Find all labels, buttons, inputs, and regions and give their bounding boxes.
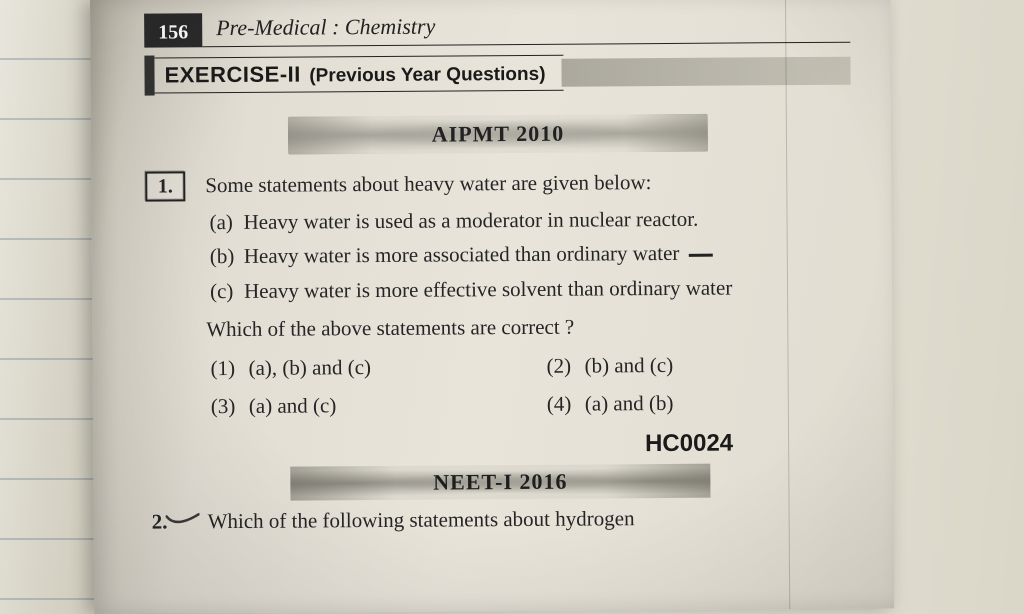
- option-text: (b) and (c): [584, 349, 673, 382]
- question-stem: Some statements about heavy water are gi…: [205, 165, 851, 202]
- textbook-page: 156 Pre-Medical : Chemistry EXERCISE-II …: [90, 0, 894, 614]
- banner-left-bar: [144, 56, 154, 96]
- question-number-box: 1.: [145, 171, 185, 201]
- option-label: (3): [211, 390, 249, 423]
- sub-label: (b): [210, 240, 244, 273]
- page-number-box: 156: [144, 13, 202, 47]
- banner-right-fill: [561, 57, 850, 87]
- option-1: (1) (a), (b) and (c): [210, 350, 516, 385]
- handwritten-strike-mark: [689, 253, 713, 256]
- question-code: HC0024: [147, 429, 853, 462]
- option-text: (a), (b) and (c): [248, 351, 371, 384]
- sub-a: (a) Heavy water is used as a moderator i…: [209, 201, 851, 238]
- year-banner-2: NEET-I 2016: [290, 464, 710, 501]
- sub-label: (a): [209, 205, 243, 238]
- sub-text: Heavy water is more effective solvent th…: [244, 271, 732, 307]
- question-1: 1. Some statements about heavy water are…: [145, 165, 853, 424]
- sub-c: (c) Heavy water is more effective solven…: [210, 270, 852, 307]
- exercise-subtitle: (Previous Year Questions): [309, 64, 545, 87]
- sub-text: Heavy water is used as a moderator in nu…: [243, 202, 698, 238]
- year-banner-1: AIPMT 2010: [288, 114, 708, 155]
- option-text: (a) and (b): [585, 387, 674, 420]
- question-2-stem-partial: Which of the following statements about …: [208, 505, 854, 535]
- sub-b: (b) Heavy water is more associated than …: [210, 236, 852, 273]
- question-number: 1.: [158, 171, 173, 202]
- page-subject: Pre-Medical : Chemistry: [202, 9, 850, 48]
- question-2: 2. Which of the following statements abo…: [148, 505, 854, 535]
- option-2: (2) (b) and (c): [546, 347, 852, 382]
- option-label: (2): [546, 349, 584, 382]
- banner-body: EXERCISE-II (Previous Year Questions): [154, 55, 563, 94]
- exercise-banner: EXERCISE-II (Previous Year Questions): [144, 51, 850, 96]
- exercise-title: EXERCISE-II: [164, 62, 300, 88]
- handwritten-check-mark: [166, 511, 200, 529]
- option-text: (a) and (c): [249, 390, 337, 423]
- answer-options: (1) (a), (b) and (c) (2) (b) and (c) (3)…: [206, 347, 852, 423]
- sub-text: Heavy water is more associated than ordi…: [244, 237, 713, 273]
- option-4: (4) (a) and (b): [547, 386, 853, 421]
- option-label: (4): [547, 388, 585, 421]
- question-prompt: Which of the above statements are correc…: [206, 309, 852, 346]
- sub-statements: (a) Heavy water is used as a moderator i…: [205, 201, 852, 307]
- option-label: (1): [210, 352, 248, 385]
- page-number: 156: [158, 21, 188, 44]
- page-header: 156 Pre-Medical : Chemistry: [144, 9, 850, 48]
- option-3: (3) (a) and (c): [211, 388, 517, 423]
- sub-label: (c): [210, 275, 244, 308]
